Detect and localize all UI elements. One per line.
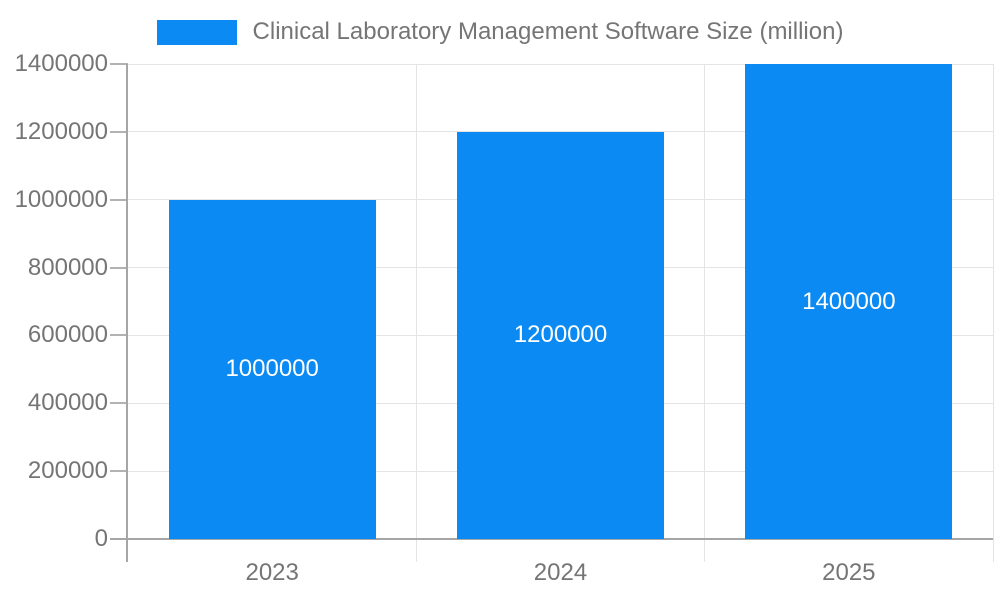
- y-axis-label: 0: [94, 525, 108, 552]
- bar-value-label: 1200000: [513, 321, 608, 349]
- x-axis-label: 2023: [245, 559, 299, 586]
- legend-label: Clinical Laboratory Management Software …: [252, 18, 844, 45]
- y-tick: [110, 402, 128, 405]
- y-tick: [110, 130, 128, 133]
- y-axis-label: 600000: [27, 321, 108, 349]
- bar-value-label: 1000000: [225, 355, 319, 383]
- x-gridline: [992, 64, 994, 562]
- y-axis-label: 1000000: [14, 185, 108, 213]
- y-tick: [110, 63, 128, 65]
- y-tick: [110, 266, 128, 269]
- y-axis-line: [126, 64, 128, 562]
- y-tick: [110, 198, 128, 201]
- bar[interactable]: 1200000: [457, 131, 664, 539]
- y-axis-label: 1200000: [14, 117, 108, 145]
- y-gridline: [128, 63, 993, 65]
- x-axis-label: 2025: [822, 559, 876, 586]
- legend-swatch[interactable]: [156, 19, 237, 45]
- x-gridline: [415, 64, 417, 562]
- bar[interactable]: 1400000: [745, 64, 953, 539]
- x-gridline: [704, 64, 706, 562]
- y-axis-label: 1400000: [14, 50, 108, 77]
- y-axis-label: 800000: [27, 253, 108, 281]
- y-axis-label: 200000: [27, 457, 108, 485]
- bar[interactable]: 1000000: [168, 199, 376, 539]
- x-axis-label: 2024: [533, 559, 588, 586]
- y-tick: [110, 334, 128, 337]
- legend: Clinical Laboratory Management Software …: [0, 16, 1000, 48]
- x-axis-line: [110, 538, 993, 540]
- bar-value-label: 1400000: [802, 287, 896, 315]
- y-tick: [110, 470, 128, 473]
- y-axis-label: 400000: [27, 389, 108, 417]
